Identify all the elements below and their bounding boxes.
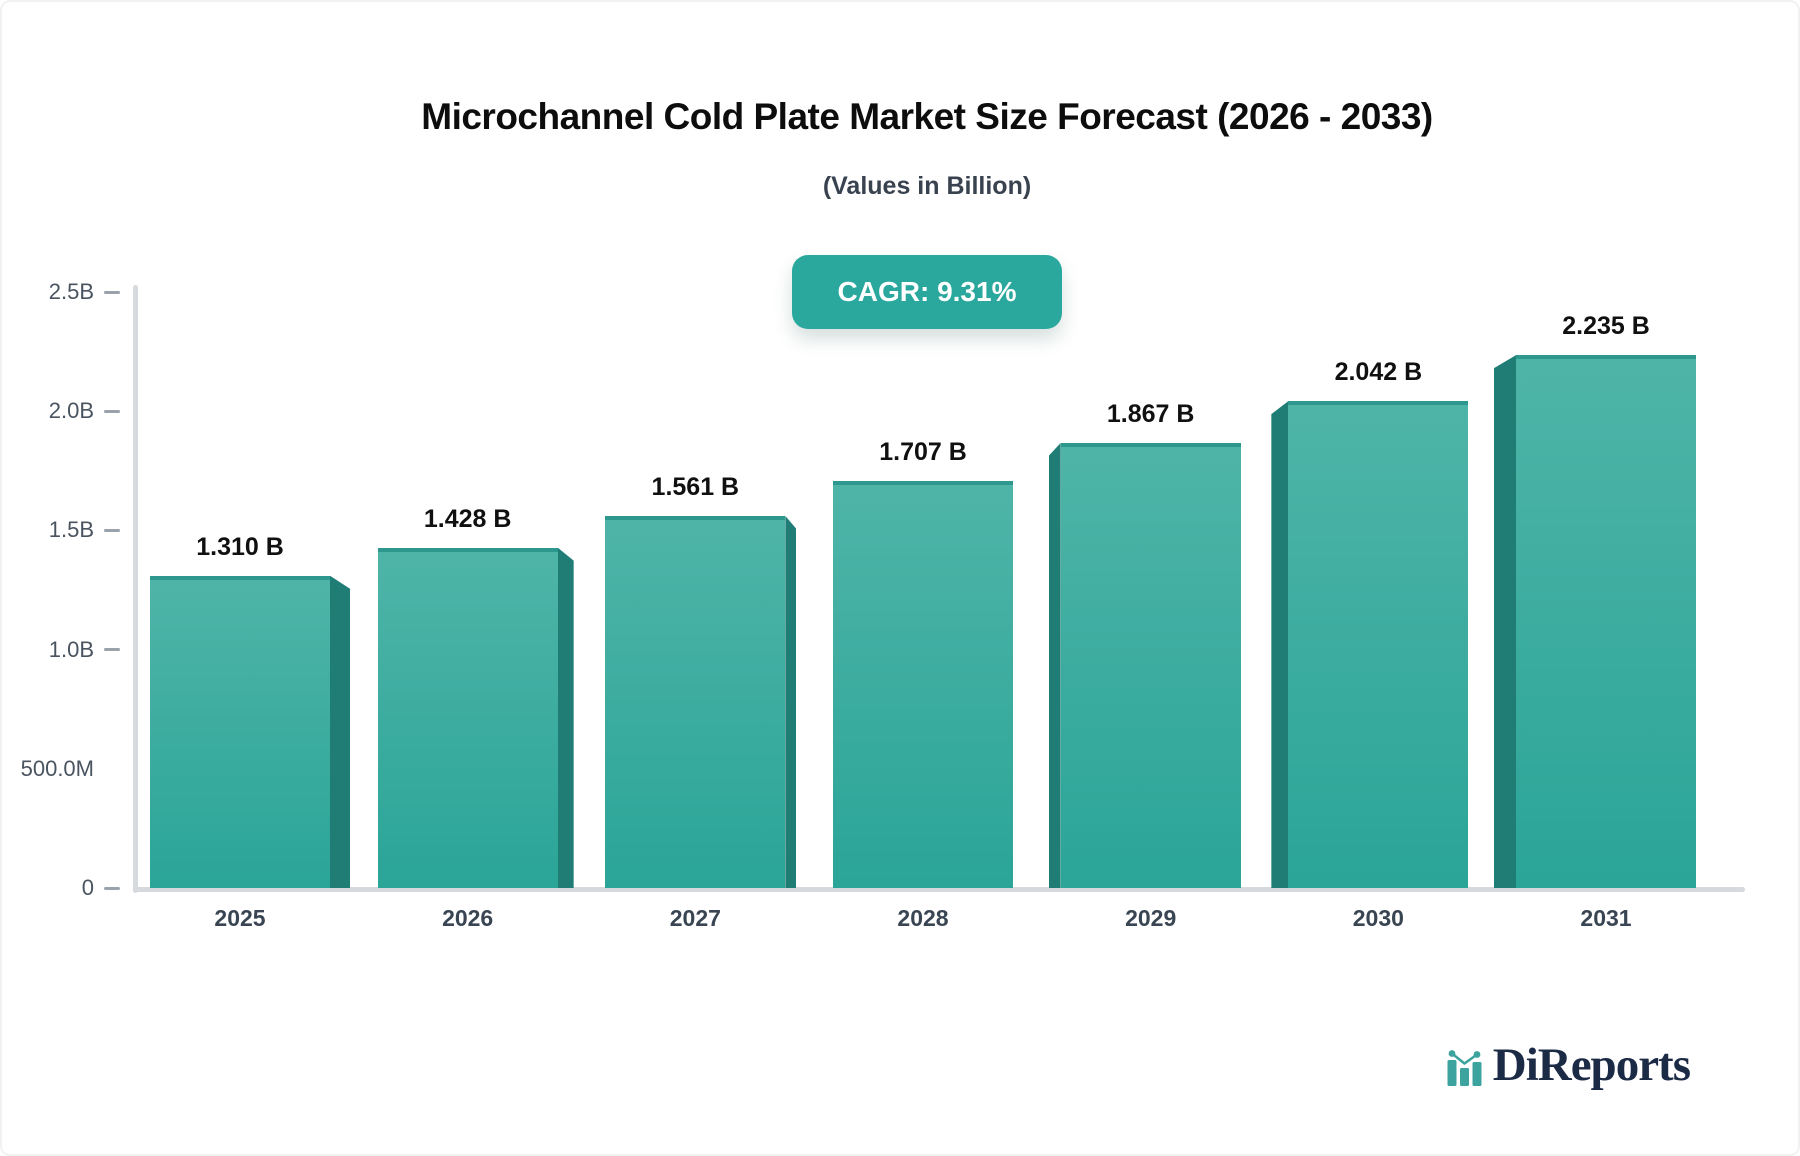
- bar-side-3d-2027: [785, 515, 797, 888]
- bar-2030: [1288, 401, 1469, 888]
- bar-value-label: 1.428 B: [423, 504, 512, 533]
- y-tick-mark: [104, 886, 120, 890]
- y-tick-label: 2.0B: [48, 398, 94, 424]
- cagr-badge: CAGR: 9.31%: [792, 255, 1062, 329]
- x-axis-label-2026: 2026: [442, 905, 494, 931]
- bar-value-label: 1.561 B: [651, 472, 740, 501]
- x-axis-label-2028: 2028: [897, 905, 949, 931]
- bar-2029: [1060, 442, 1241, 888]
- x-axis-label-2025: 2025: [214, 905, 266, 931]
- page-title: Microchannel Cold Plate Market Size Fore…: [421, 96, 1433, 137]
- bar-side-3d-2029: [1048, 442, 1061, 888]
- bar-2026: [377, 547, 558, 888]
- logo-text: DiReports: [1492, 1039, 1691, 1091]
- y-tick-mark: [104, 528, 120, 532]
- bar-side-3d-2026: [557, 547, 574, 888]
- x-axis-label-2031: 2031: [1580, 905, 1632, 931]
- x-axis-baseline: [133, 887, 1745, 892]
- direports-logo: DiReports: [1447, 1039, 1691, 1091]
- bar-value-label: 2.235 B: [1562, 312, 1650, 341]
- bar-side-3d-2031: [1494, 355, 1517, 888]
- x-axis-label-2027: 2027: [669, 905, 721, 931]
- bar-value-label: 1.310 B: [196, 532, 284, 561]
- y-tick-label: 2.5B: [48, 279, 94, 304]
- y-tick-mark: [104, 290, 120, 294]
- y-tick-label: 500.0M: [20, 755, 94, 781]
- y-tick-mark: [104, 648, 120, 652]
- bar-value-label: 1.867 B: [1106, 399, 1195, 428]
- x-axis-label-2030: 2030: [1352, 905, 1404, 931]
- y-tick-label: 0: [81, 875, 94, 900]
- bar-side-3d-2030: [1271, 401, 1289, 888]
- bar-value-label: 2.042 B: [1334, 358, 1423, 387]
- bar-2027: [605, 515, 786, 888]
- bar-side-3d-2025: [330, 575, 350, 888]
- y-axis-line: [133, 285, 138, 893]
- chart-subtitle: (Values in Billion): [822, 172, 1032, 200]
- mini-bar-chart-icon: [1447, 1049, 1482, 1086]
- bar-2025: [150, 575, 330, 888]
- bar-value-label: 1.707 B: [879, 438, 967, 467]
- bar-2031: [1516, 355, 1697, 888]
- y-tick-label: 1.5B: [48, 517, 94, 543]
- x-axis-label-2029: 2029: [1125, 905, 1177, 931]
- y-tick-label: 1.0B: [48, 636, 94, 662]
- y-tick-mark: [104, 409, 120, 413]
- bar-2028: [833, 481, 1013, 888]
